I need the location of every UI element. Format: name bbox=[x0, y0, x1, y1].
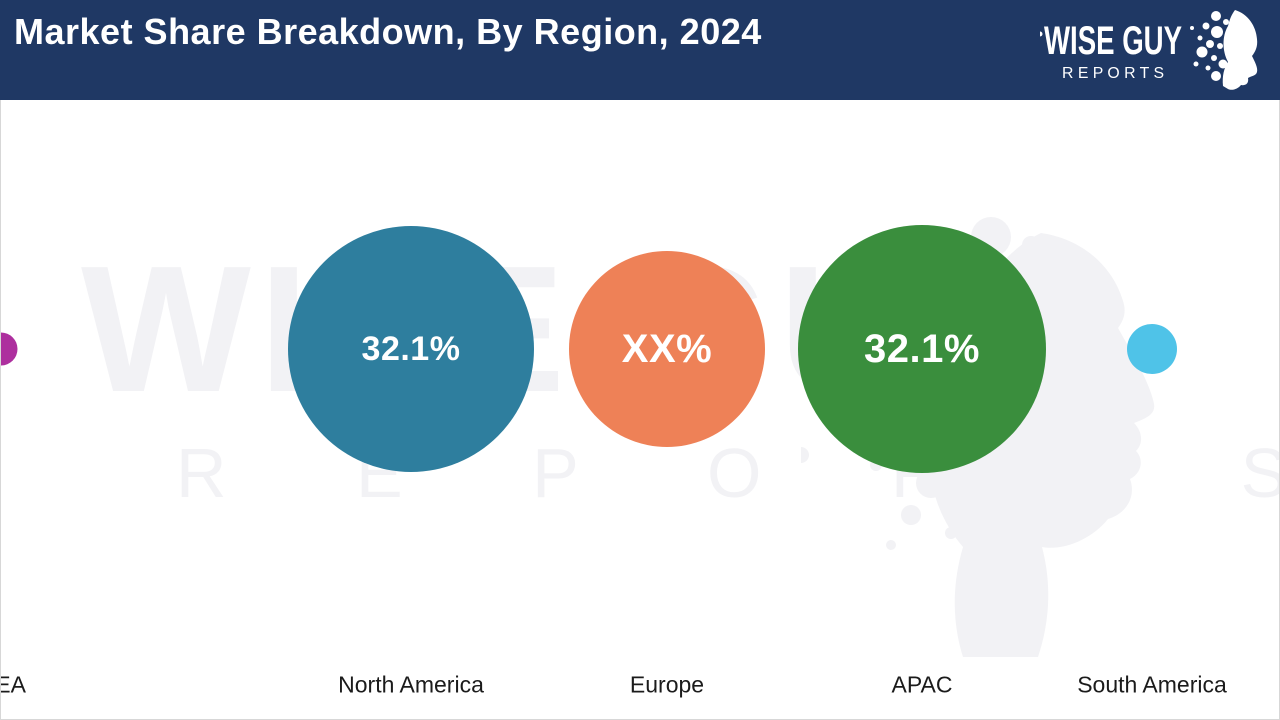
bubble: 32.1% bbox=[288, 226, 534, 472]
region-label: South America bbox=[1077, 671, 1227, 698]
wise-guy-head-icon bbox=[1037, 10, 1258, 90]
logo-subtitle: R E P O R T S bbox=[1062, 65, 1164, 82]
bubble bbox=[1, 332, 18, 366]
logo-wordmark: WISE GUY bbox=[1044, 19, 1182, 63]
region-label: North America bbox=[338, 671, 484, 698]
wise-guy-reports-logo: WISE GUY R E P O R T S bbox=[1037, 6, 1266, 97]
region-label: APAC bbox=[891, 671, 953, 698]
chart-canvas: WISE GUY R E P O R T S 32.1% North Ameri… bbox=[0, 100, 1280, 720]
bubble-value: 32.1% bbox=[361, 329, 461, 368]
header-bar: Market Share Breakdown, By Region, 2024 … bbox=[0, 0, 1280, 100]
bubble bbox=[1127, 324, 1177, 374]
region-label: Europe bbox=[629, 671, 705, 698]
bubble-value: 32.1% bbox=[864, 326, 980, 371]
region-label: MEA bbox=[1, 671, 26, 698]
page-title: Market Share Breakdown, By Region, 2024 bbox=[14, 11, 762, 52]
bubble: XX% bbox=[569, 251, 765, 447]
logo-graphic: WISE GUY R E P O R T S bbox=[1037, 10, 1258, 90]
bubble-value: XX% bbox=[621, 326, 713, 371]
bubble: 32.1% bbox=[798, 225, 1046, 473]
